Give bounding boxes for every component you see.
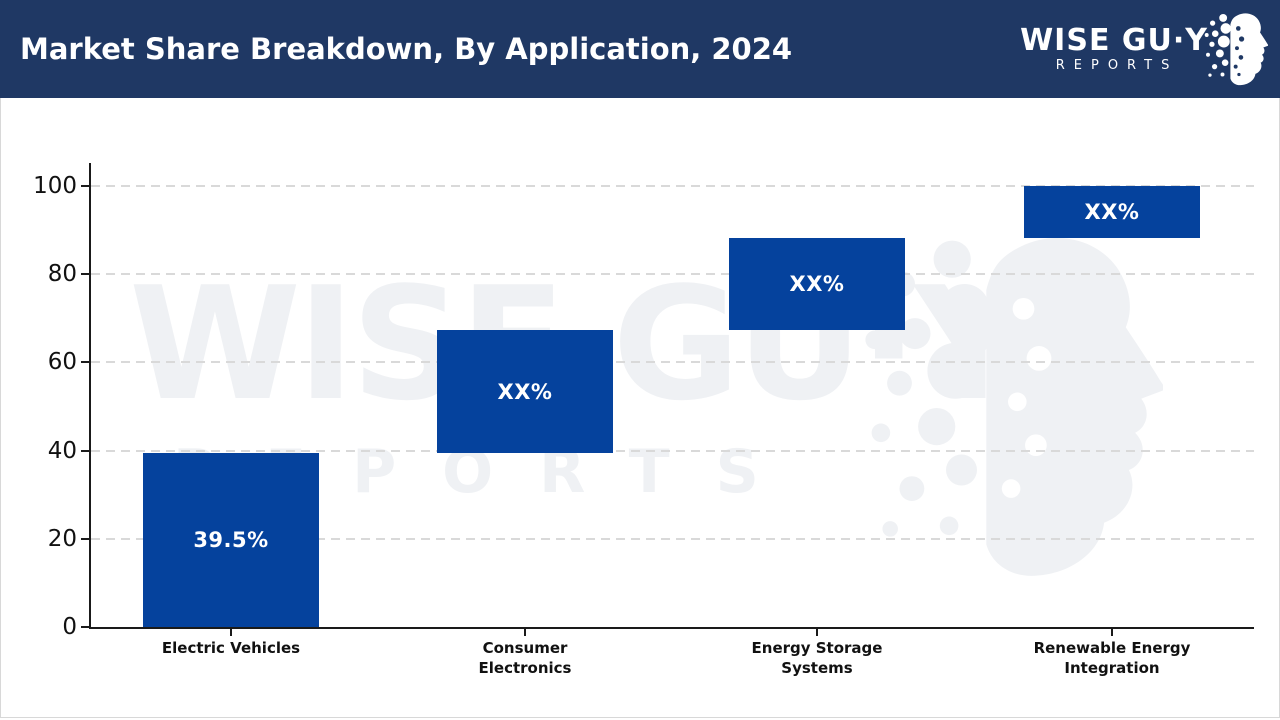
y-axis-tick xyxy=(81,537,89,540)
x-axis-tick xyxy=(1111,629,1113,636)
gridline xyxy=(91,361,1254,364)
brand-logo-text: WISE GU·Y REPORTS xyxy=(1020,23,1208,74)
brand-name: WISE GU·Y xyxy=(1020,23,1208,58)
x-axis-label: Electric Vehicles xyxy=(96,638,366,658)
wise-guy-head-icon xyxy=(1204,12,1268,85)
gridline xyxy=(91,185,1254,187)
bar-value-label: 39.5% xyxy=(193,527,269,552)
x-axis-label-line: Electric Vehicles xyxy=(161,639,301,657)
x-axis-label-line: Systems xyxy=(781,659,853,677)
x-axis-tick xyxy=(524,629,526,636)
x-axis-label: Consumer Electronics xyxy=(390,638,660,678)
bar-segment: XX% xyxy=(437,330,613,453)
y-axis-tick xyxy=(81,361,89,364)
x-axis-label-line: Integration xyxy=(1064,659,1160,677)
gridline xyxy=(91,273,1254,276)
bar-value-label: XX% xyxy=(789,272,845,297)
y-axis-tick xyxy=(81,449,89,452)
gridline xyxy=(91,537,1254,540)
y-axis-tick-label: 100 xyxy=(33,173,77,199)
y-axis-tick-label: 80 xyxy=(47,261,77,288)
y-axis-tick-label: 0 xyxy=(62,614,77,640)
y-axis-tick-label: 40 xyxy=(47,437,77,464)
x-axis-label: Energy Storage Systems xyxy=(682,638,952,678)
y-axis-tick-label: 20 xyxy=(47,525,77,552)
bar-segment: XX% xyxy=(729,238,905,331)
gridline xyxy=(91,449,1254,452)
watermark-head-icon xyxy=(865,238,1163,576)
x-axis-label-line: Electronics xyxy=(478,659,572,677)
y-axis-tick xyxy=(81,185,89,187)
bar-segment: XX% xyxy=(1024,186,1200,239)
header-bar: Market Share Breakdown, By Application, … xyxy=(0,0,1280,98)
x-axis-label-line: Consumer xyxy=(482,639,568,657)
y-axis-tick-label: 60 xyxy=(47,349,77,376)
x-axis-line xyxy=(89,627,1254,629)
page-title: Market Share Breakdown, By Application, … xyxy=(20,32,793,66)
y-axis-line xyxy=(89,163,91,629)
x-axis-tick xyxy=(816,629,818,636)
plot: 0 20 40 60 80 100 39.5% Electric Vehicles XX% Con… xyxy=(1,98,1279,717)
bar-value-label: XX% xyxy=(1084,200,1140,225)
y-axis-tick xyxy=(81,626,89,628)
chart-area: WISE GU·Y REPORTS 0 20 40 60 80 100 39.5% Elect… xyxy=(0,98,1280,718)
brand-logo: WISE GU·Y REPORTS xyxy=(1020,10,1268,89)
x-axis-label-line: Energy Storage xyxy=(751,639,883,657)
y-axis-tick xyxy=(81,273,89,276)
bar-value-label: XX% xyxy=(497,379,553,404)
x-axis-label-line: Renewable Energy xyxy=(1033,639,1191,657)
brand-subtitle: REPORTS xyxy=(1055,58,1179,73)
x-axis-label: Renewable Energy Integration xyxy=(977,638,1247,678)
x-axis-tick xyxy=(230,629,232,636)
bar-segment: 39.5% xyxy=(143,452,319,627)
